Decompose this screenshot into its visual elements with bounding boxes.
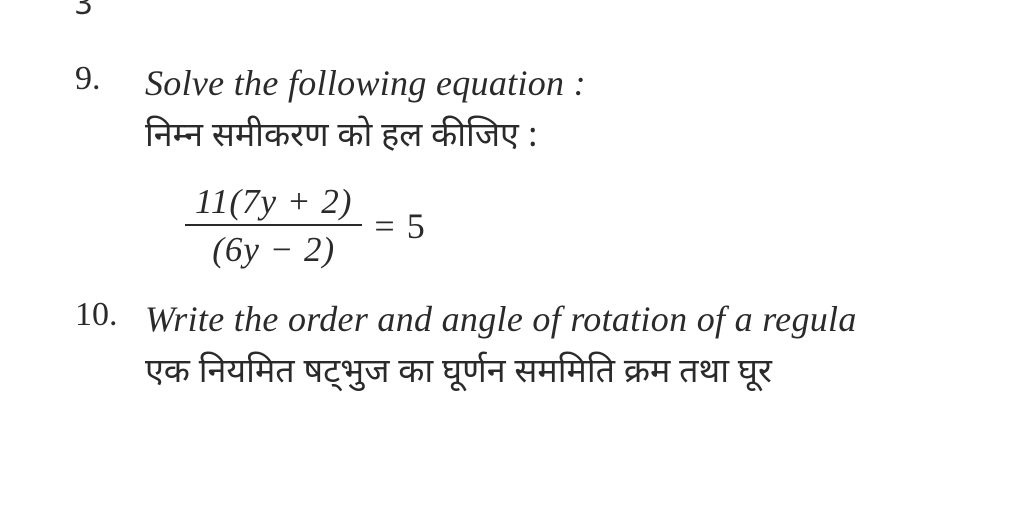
question-number: 10. [75,296,145,334]
equation: 11(7y + 2) (6y − 2) = 5 [185,180,979,272]
question-10: 10. Write the order and angle of rotatio… [75,296,979,398]
question-content: Write the order and angle of rotation of… [145,296,979,398]
denominator: (6y − 2) [202,226,345,272]
question-text-english: Solve the following equation : [145,60,979,107]
question-text-hindi: निम्न समीकरण को हल कीजिए : [145,115,979,163]
exam-page: 3 9. Solve the following equation : निम्… [0,0,1024,399]
top-fragment: 3 [75,0,93,28]
fraction: 11(7y + 2) (6y − 2) [185,180,362,272]
question-content: Solve the following equation : निम्न समी… [145,60,979,162]
question-text-hindi: एक नियमित षट्भुज का घूर्णन सममिति क्रम त… [145,351,979,399]
equation-rhs: 5 [407,205,425,247]
numerator: 11(7y + 2) [185,180,362,226]
equals-sign: = [374,205,394,247]
question-text-english: Write the order and angle of rotation of… [145,296,979,343]
question-9: 9. Solve the following equation : निम्न … [75,60,979,162]
question-number: 9. [75,60,145,98]
partial-top-line: 3 [75,0,979,28]
